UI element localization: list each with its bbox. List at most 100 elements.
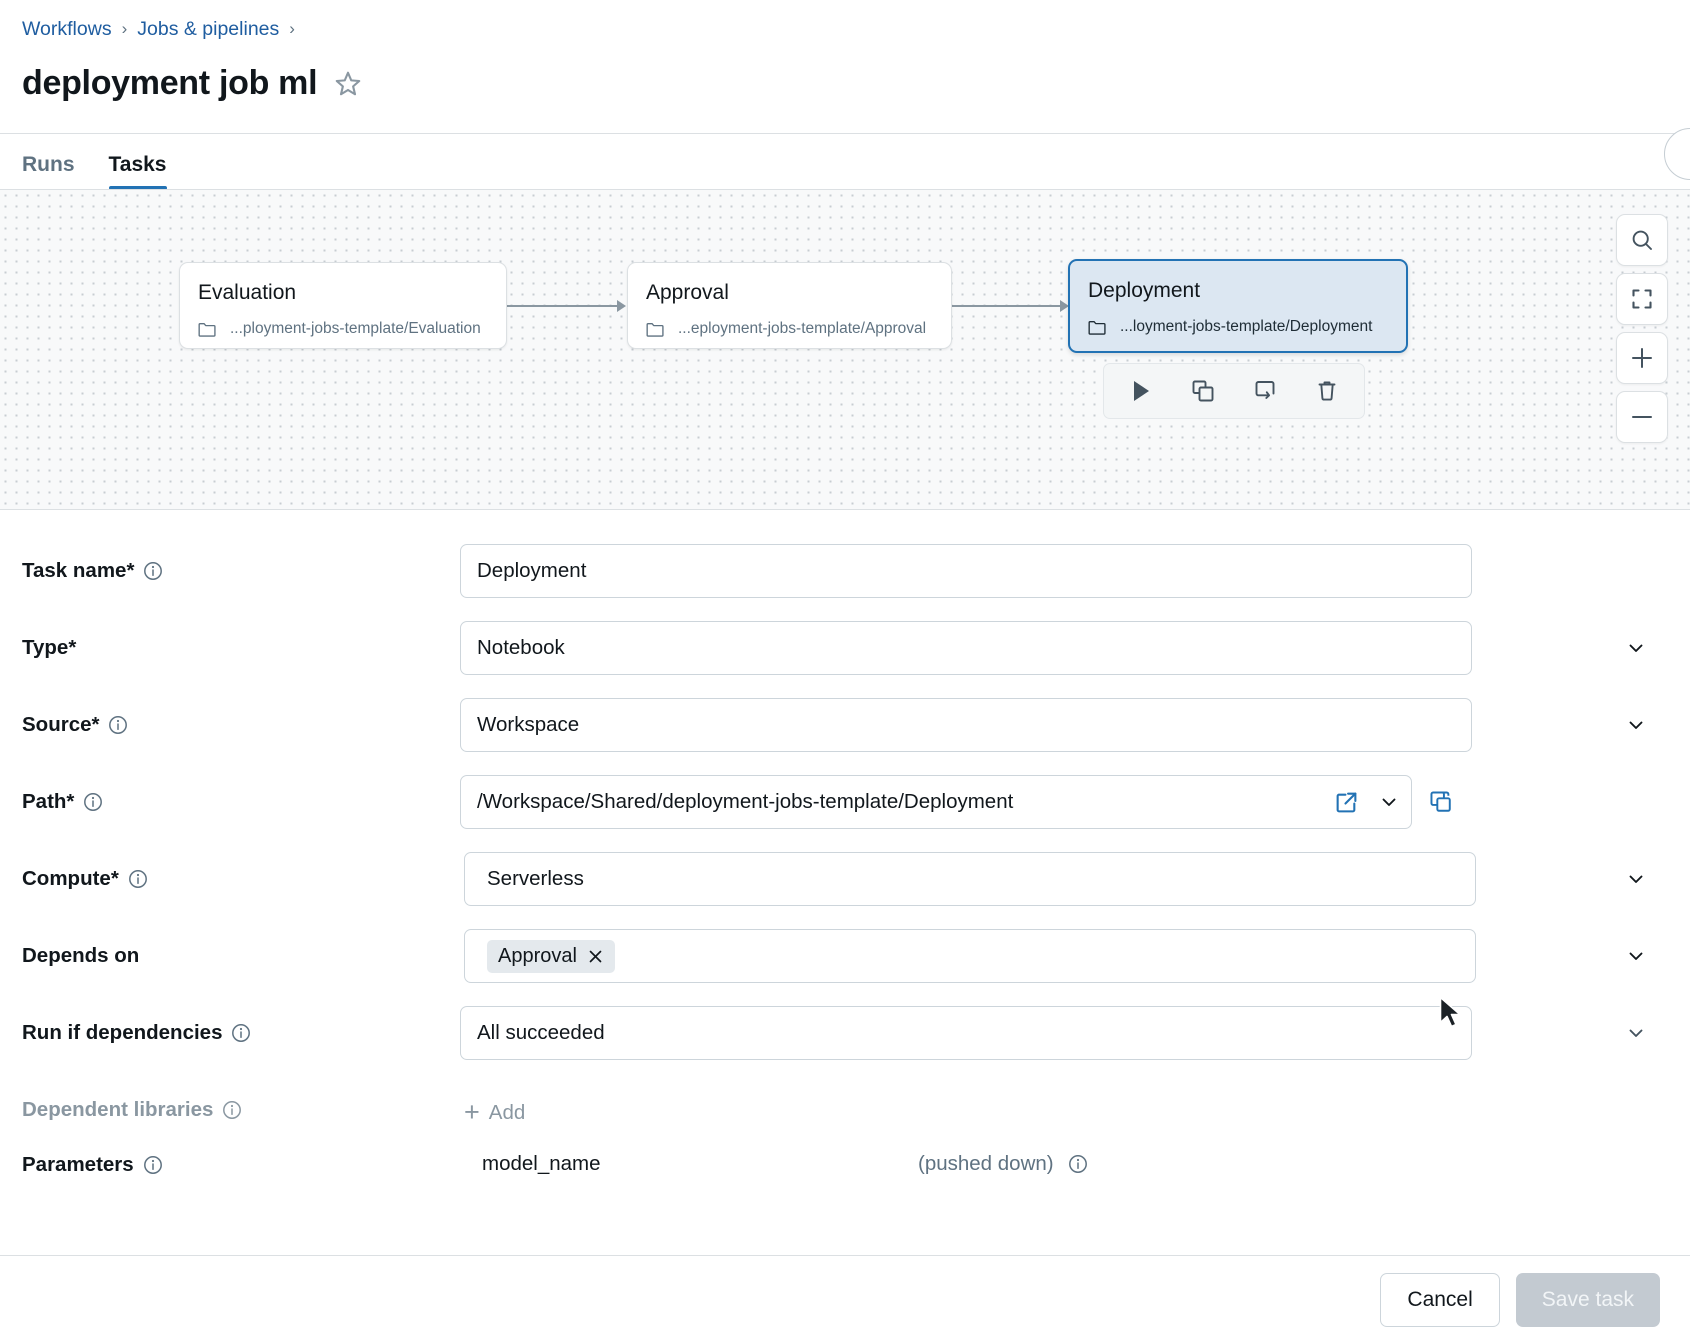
parameter-row: model_version (pushed down) xyxy=(482,1198,1668,1210)
canvas-search-button[interactable] xyxy=(1616,214,1668,266)
label-text: Task name* xyxy=(22,559,135,582)
title-row: deployment job ml xyxy=(22,64,1668,103)
run-if-select[interactable]: All succeeded xyxy=(460,1006,1472,1060)
task-name-label: Task name* xyxy=(22,544,460,584)
tab-bar-divider xyxy=(0,189,1690,190)
task-node-approval[interactable]: Approval ...eployment-jobs-template/Appr… xyxy=(627,262,952,349)
folder-icon xyxy=(1088,320,1106,335)
tab-tasks[interactable]: Tasks xyxy=(108,152,167,190)
star-icon[interactable] xyxy=(333,69,363,99)
connector-arrow-icon xyxy=(617,300,626,312)
form-row-run-if: Run if dependencies All succeeded xyxy=(0,1006,1690,1060)
tab-runs[interactable]: Runs xyxy=(22,153,75,176)
plus-icon: + xyxy=(464,1097,480,1127)
chevron-down-icon xyxy=(1626,1023,1646,1043)
add-library-label: Add xyxy=(488,1100,526,1124)
info-icon[interactable] xyxy=(222,1100,242,1120)
breadcrumb-item-workflows[interactable]: Workflows xyxy=(22,18,112,40)
task-details-form: Task name* Deployment Type* Notebook xyxy=(0,510,1690,1210)
info-icon[interactable] xyxy=(231,1023,251,1043)
breadcrumb-separator-icon: › xyxy=(121,19,128,38)
run-if-control: All succeeded xyxy=(460,1006,1668,1060)
path-inline-actions xyxy=(1332,788,1401,817)
page-header: Workflows › Jobs & pipelines › deploymen… xyxy=(0,0,1690,103)
breadcrumb-item-jobs-pipelines[interactable]: Jobs & pipelines xyxy=(137,18,280,40)
task-node-path: ...eployment-jobs-template/Approval xyxy=(646,320,933,338)
delete-task-button[interactable] xyxy=(1305,370,1349,412)
canvas-controls xyxy=(1616,214,1668,443)
task-node-path: ...ployment-jobs-template/Evaluation xyxy=(198,320,488,338)
connector-approval-deployment xyxy=(952,305,1062,307)
label-text: Compute* xyxy=(22,867,119,890)
close-icon[interactable] xyxy=(587,948,604,965)
compute-label: Compute* xyxy=(22,852,460,892)
task-node-deployment[interactable]: Deployment ...loyment-jobs-template/Depl… xyxy=(1068,259,1408,353)
source-select[interactable]: Workspace xyxy=(460,698,1472,752)
label-text: Type* xyxy=(22,636,77,659)
task-node-evaluation[interactable]: Evaluation ...ployment-jobs-template/Eva… xyxy=(179,262,507,349)
chevron-down-icon xyxy=(1626,946,1646,966)
run-task-button[interactable] xyxy=(1119,370,1163,412)
depends-on-chip[interactable]: Approval xyxy=(487,939,615,973)
chevron-down-icon xyxy=(1626,638,1646,658)
copy-icon[interactable] xyxy=(1426,787,1456,817)
info-icon[interactable] xyxy=(1068,1154,1088,1174)
type-select[interactable]: Notebook xyxy=(460,621,1472,675)
source-control: Workspace xyxy=(460,698,1668,752)
save-task-button[interactable]: Save task xyxy=(1515,1272,1660,1327)
page-title: deployment job ml xyxy=(22,64,318,102)
type-label: Type* xyxy=(22,621,460,661)
dependent-libraries-label: Dependent libraries xyxy=(22,1083,460,1123)
header-divider xyxy=(0,133,1690,134)
repair-run-button[interactable] xyxy=(1243,370,1287,412)
form-row-path: Path* /Workspace/Shared/deployment-jobs-… xyxy=(0,775,1690,829)
external-link-icon[interactable] xyxy=(1332,788,1361,817)
depends-on-multiselect[interactable]: Approval xyxy=(464,929,1476,983)
parameters-label: Parameters xyxy=(22,1138,460,1178)
path-input-wrapper[interactable]: /Workspace/Shared/deployment-jobs-templa… xyxy=(460,775,1412,829)
depends-on-control: Approval xyxy=(460,929,1668,983)
task-node-title: Evaluation xyxy=(198,281,297,304)
info-icon[interactable] xyxy=(108,715,128,735)
form-row-compute: Compute* Serverless xyxy=(0,852,1690,906)
cancel-button[interactable]: Cancel xyxy=(1380,1272,1500,1327)
label-text: Path* xyxy=(22,790,75,813)
form-row-type: Type* Notebook xyxy=(0,621,1690,675)
task-node-path-text: ...eployment-jobs-template/Approval xyxy=(678,320,927,337)
path-dropdown-chevron-down-icon[interactable] xyxy=(1377,790,1401,814)
canvas-zoom-in-button[interactable] xyxy=(1616,332,1668,384)
breadcrumb: Workflows › Jobs & pipelines › xyxy=(22,8,1668,42)
info-icon[interactable] xyxy=(83,792,103,812)
depends-on-label: Depends on xyxy=(22,929,460,969)
dependent-libraries-control: + Add xyxy=(460,1083,1668,1126)
task-graph-canvas[interactable]: Evaluation ...ployment-jobs-template/Eva… xyxy=(0,190,1690,510)
task-node-toolbar xyxy=(1103,363,1365,419)
duplicate-task-button[interactable] xyxy=(1181,370,1225,412)
run-if-label: Run if dependencies xyxy=(22,1006,460,1046)
info-icon[interactable] xyxy=(143,1155,163,1175)
form-footer: Cancel Save task xyxy=(0,1255,1690,1343)
task-node-path: ...loyment-jobs-template/Deployment xyxy=(1088,318,1388,336)
form-row-task-name: Task name* Deployment xyxy=(0,544,1690,598)
parameter-row: model_name (pushed down) xyxy=(482,1138,1668,1190)
parameters-control: model_name (pushed down) model_version (… xyxy=(460,1138,1668,1210)
canvas-zoom-out-button[interactable] xyxy=(1616,391,1668,443)
compute-select[interactable]: Serverless xyxy=(464,852,1476,906)
parameter-value: (pushed down) xyxy=(918,1152,1088,1176)
form-row-depends-on: Depends on Approval xyxy=(0,929,1690,983)
task-node-title: Approval xyxy=(646,281,729,304)
source-label: Source* xyxy=(22,698,460,738)
folder-icon xyxy=(198,322,216,337)
chevron-down-icon xyxy=(1626,715,1646,735)
folder-icon xyxy=(646,322,664,337)
canvas-fit-button[interactable] xyxy=(1616,273,1668,325)
info-icon[interactable] xyxy=(143,561,163,581)
connector-arrow-icon xyxy=(1060,300,1069,312)
compute-control: Serverless xyxy=(460,852,1668,906)
form-row-parameters: Parameters model_name (pushed down) xyxy=(0,1138,1690,1210)
add-library-button[interactable]: + Add xyxy=(464,1083,1668,1126)
path-input-value: /Workspace/Shared/deployment-jobs-templa… xyxy=(477,790,1014,813)
task-name-input[interactable]: Deployment xyxy=(460,544,1472,598)
info-icon[interactable] xyxy=(128,869,148,889)
